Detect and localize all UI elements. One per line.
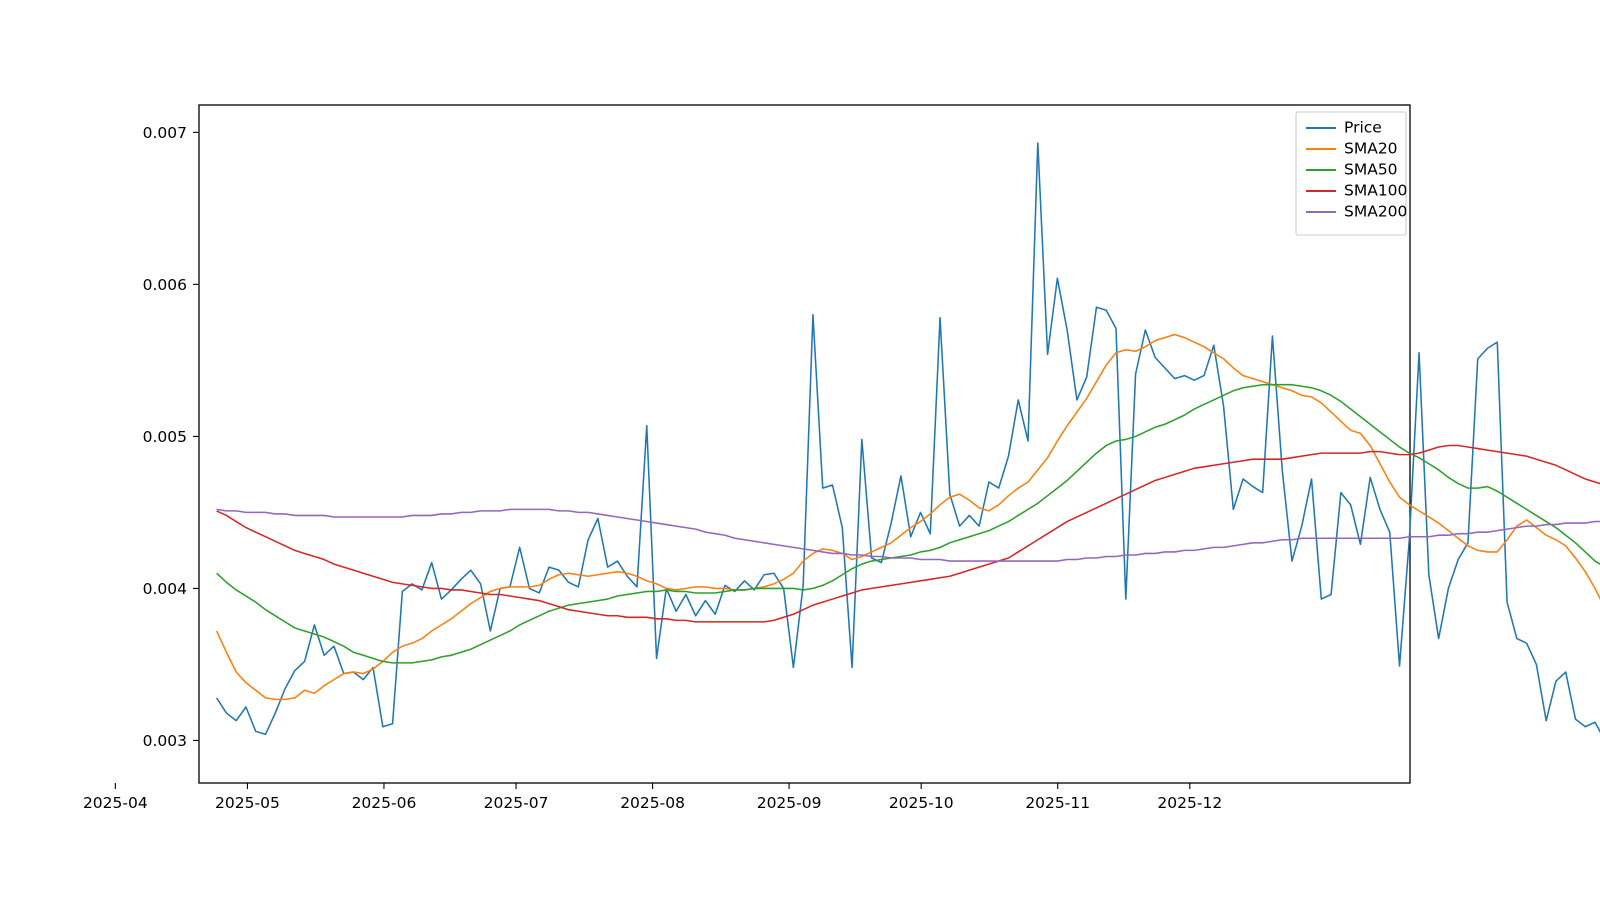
series-line-sma20 [215, 333, 1600, 701]
x-tick-label: 2025-10 [889, 794, 954, 812]
series-line-sma50 [216, 383, 1600, 664]
series-line-price [215, 142, 1600, 736]
x-axis-ticks: 2025-04 2025-05 2025-06 2025-07 2025-08 2025-… [83, 783, 1222, 812]
y-tick-label: 0.003 [143, 732, 187, 750]
y-tick-label: 0.005 [143, 428, 187, 446]
x-tick-label: 2025-06 [352, 794, 417, 812]
axes: 0.003 0.004 0.005 0.006 0.007 2025-04 2025-05… [83, 104, 1600, 812]
chart-legend[interactable]: Price SMA20 SMA50 SMA100 SMA200 [1295, 111, 1407, 236]
plot-area-border [198, 104, 1411, 784]
legend-label-sma100: SMA100 [1344, 182, 1407, 200]
x-tick-label: 2025-05 [215, 794, 280, 812]
y-tick-label: 0.004 [143, 580, 187, 598]
legend-background [1295, 111, 1407, 236]
legend-label-sma50: SMA50 [1344, 161, 1398, 179]
legend-label-sma20: SMA20 [1344, 140, 1398, 158]
y-axis-ticks: 0.003 0.004 0.005 0.006 0.007 [143, 124, 199, 750]
x-tick-label: 2025-08 [620, 794, 685, 812]
y-tick-label: 0.006 [143, 276, 187, 294]
x-tick-label: 2025-11 [1025, 794, 1090, 812]
x-tick-label: 2025-07 [484, 794, 549, 812]
x-tick-label: 2025-09 [757, 794, 822, 812]
legend-label-sma200: SMA200 [1344, 203, 1407, 221]
legend-label-price: Price [1344, 119, 1382, 137]
x-tick-label: 2025-12 [1157, 794, 1222, 812]
series-line-sma200 [216, 508, 1600, 562]
y-tick-label: 0.007 [143, 124, 187, 142]
series-lines [215, 142, 1600, 736]
x-tick-label: 2025-04 [83, 794, 148, 812]
